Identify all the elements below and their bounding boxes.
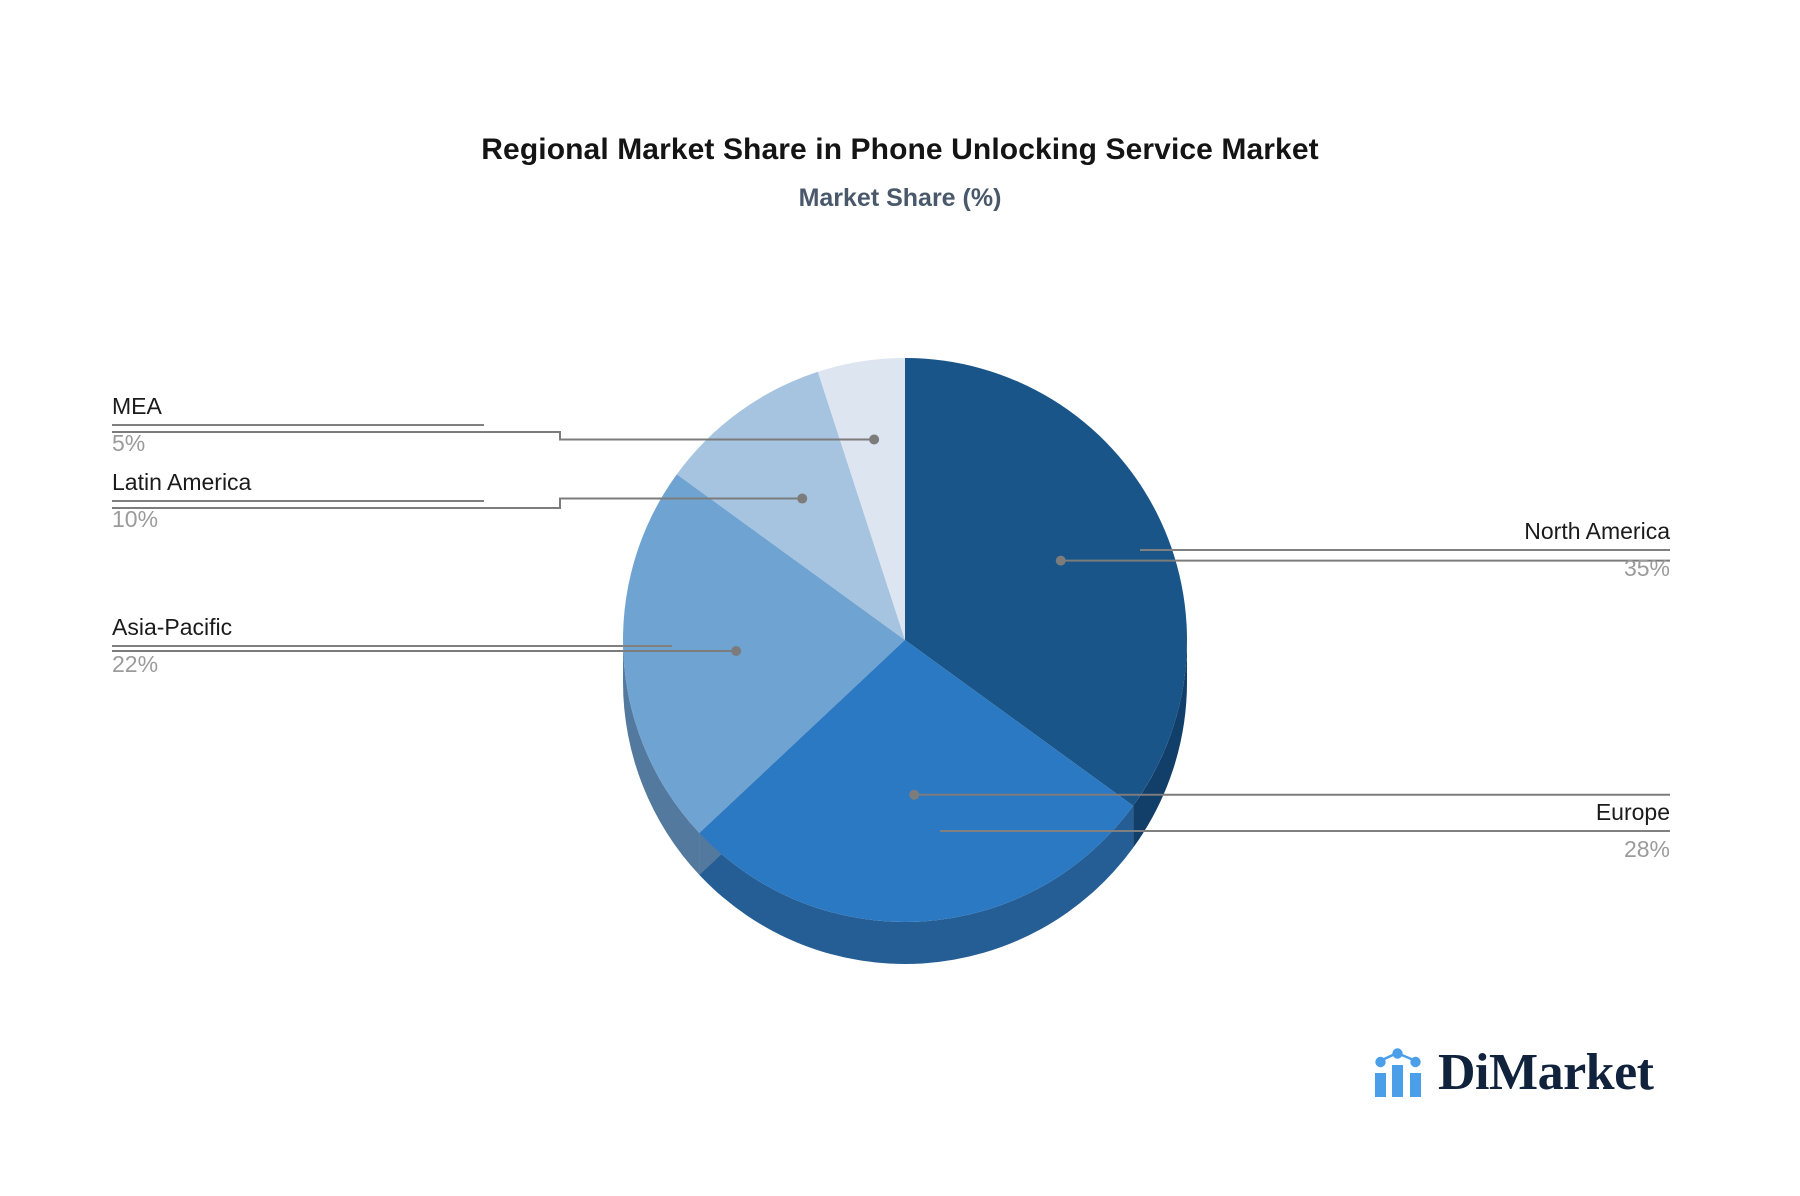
- pie-slice-mea[interactable]: [817, 358, 905, 640]
- pie-side-europe: [699, 805, 1134, 965]
- callout-rule-latin-america: [112, 500, 484, 502]
- callout-rule-europe: [940, 830, 1670, 832]
- leader-line-latin-america: [112, 497, 803, 509]
- callout-label-latin-america: Latin America: [112, 469, 252, 495]
- callout-value-north-america: 35%: [1623, 555, 1670, 581]
- pie-slice-north-america[interactable]: [905, 358, 1187, 806]
- callout-north-america[interactable]: North America 35%: [1140, 517, 1670, 583]
- callout-value-mea: 5%: [112, 430, 146, 456]
- pie-slice-europe[interactable]: [699, 640, 1134, 922]
- logo-text: DiMarket: [1438, 1044, 1654, 1101]
- callout-rule-asia-pacific: [112, 645, 672, 647]
- callout-latin-america[interactable]: Latin America 10%: [112, 468, 484, 534]
- leader-line-mea: [112, 431, 875, 441]
- pie-side-north-america: [1133, 640, 1187, 848]
- callout-rule-north-america: [1140, 549, 1670, 551]
- leader-lines: [112, 431, 1670, 800]
- pie-slice-asia-pacific[interactable]: [623, 474, 905, 834]
- brand-logo: DiMarket: [1372, 1044, 1654, 1101]
- pie-side-asia-pacific: [623, 640, 700, 876]
- callout-label-asia-pacific: Asia-Pacific: [112, 614, 233, 640]
- callout-asia-pacific[interactable]: Asia-Pacific 22%: [112, 613, 672, 679]
- callout-label-europe: Europe: [1595, 799, 1670, 825]
- callout-label-north-america: North America: [1524, 518, 1670, 544]
- callout-rule-mea: [112, 424, 484, 426]
- callout-mea[interactable]: MEA 5%: [112, 392, 484, 458]
- bar-chart-icon: [1375, 1048, 1421, 1097]
- callout-europe[interactable]: Europe 28%: [940, 798, 1670, 864]
- callout-value-latin-america: 10%: [112, 506, 159, 532]
- callout-value-asia-pacific: 22%: [112, 651, 159, 677]
- callout-value-europe: 28%: [1623, 836, 1670, 862]
- callout-label-mea: MEA: [112, 393, 162, 419]
